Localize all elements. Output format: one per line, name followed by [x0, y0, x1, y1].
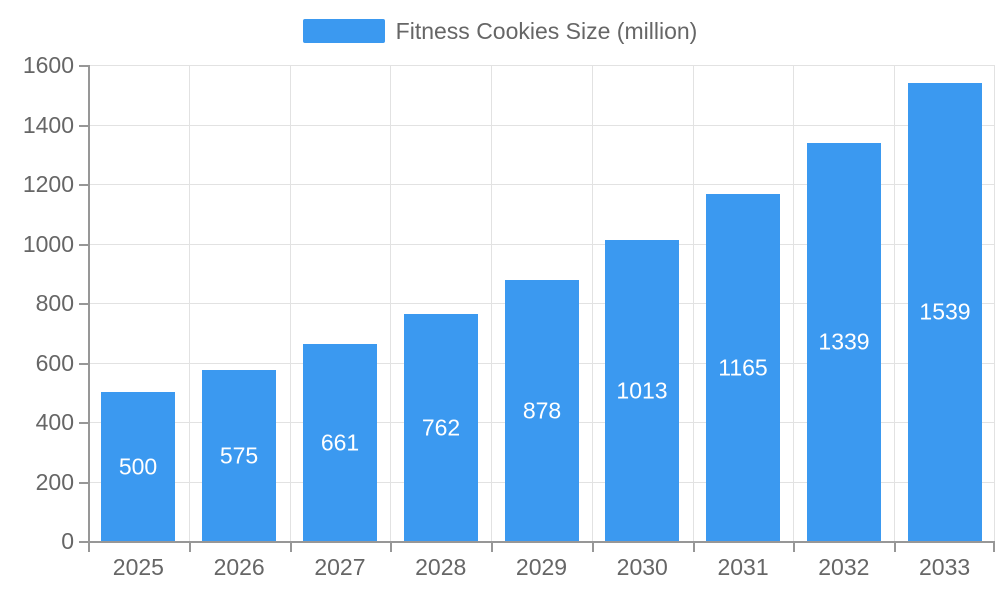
y-axis-tick — [79, 244, 88, 246]
bar[interactable]: 661 — [303, 344, 377, 541]
x-axis-line — [88, 541, 995, 543]
x-axis-tick — [894, 543, 896, 552]
x-axis-tick-label: 2025 — [112, 554, 164, 580]
bar-value-label: 661 — [320, 429, 360, 455]
bar-value-label: 1165 — [718, 354, 768, 380]
bar[interactable]: 1539 — [908, 83, 982, 541]
grid-line-vertical — [693, 65, 694, 541]
grid-line-vertical — [592, 65, 593, 541]
x-axis-tick-label: 2031 — [717, 554, 769, 580]
bar[interactable]: 878 — [505, 280, 579, 541]
x-axis-tick — [993, 543, 995, 552]
y-axis-tick — [79, 184, 88, 186]
bar[interactable]: 1013 — [605, 240, 679, 541]
grid-line-horizontal — [88, 125, 995, 126]
grid-line-vertical — [189, 65, 190, 541]
y-axis-tick-label: 1000 — [22, 231, 74, 257]
y-axis-line — [88, 65, 90, 543]
grid-line-vertical — [793, 65, 794, 541]
x-axis-tick-label: 2029 — [515, 554, 568, 580]
legend-swatch-icon — [302, 19, 385, 43]
bar-value-label: 878 — [522, 397, 562, 423]
grid-line-vertical — [994, 65, 995, 541]
x-axis-tick-label: 2026 — [213, 554, 265, 580]
grid-line-horizontal — [88, 184, 995, 185]
bar[interactable]: 575 — [202, 370, 276, 541]
x-axis-tick — [491, 543, 493, 552]
grid-line-vertical — [290, 65, 291, 541]
bar[interactable]: 1165 — [706, 194, 780, 541]
x-axis-tick — [290, 543, 292, 552]
legend[interactable]: Fitness Cookies Size (million) — [0, 17, 1000, 45]
legend-label: Fitness Cookies Size (million) — [395, 18, 698, 44]
bar-value-label: 762 — [421, 414, 461, 440]
y-axis-tick-label: 1400 — [22, 112, 74, 138]
y-axis-tick — [79, 303, 88, 305]
y-axis-tick-label: 800 — [35, 290, 74, 316]
y-axis-tick-label: 600 — [35, 350, 74, 376]
x-axis-tick — [693, 543, 695, 552]
bar[interactable]: 762 — [404, 314, 478, 541]
y-axis-tick — [79, 482, 88, 484]
grid-line-vertical — [390, 65, 391, 541]
bar-value-label: 1339 — [818, 328, 870, 355]
bar-value-label: 1013 — [616, 377, 668, 403]
bar-value-label: 1539 — [919, 298, 971, 325]
grid-line-vertical — [491, 65, 492, 541]
x-axis-tick — [793, 543, 795, 552]
x-axis-tick-label: 2030 — [616, 554, 668, 580]
y-axis-tick — [79, 541, 88, 543]
bar[interactable]: 1339 — [807, 143, 881, 541]
y-axis-tick-label: 0 — [61, 528, 74, 554]
x-axis-tick — [390, 543, 392, 552]
bar-value-label: 575 — [219, 442, 259, 468]
x-axis-tick — [592, 543, 594, 552]
grid-line-horizontal — [88, 244, 995, 245]
y-axis-tick — [79, 65, 88, 67]
bar-value-label: 500 — [118, 453, 158, 479]
x-axis-tick — [88, 543, 90, 552]
y-axis-tick-label: 1200 — [22, 171, 74, 197]
x-axis-tick-label: 2027 — [314, 554, 366, 580]
x-axis-tick-label: 2032 — [818, 554, 870, 580]
grid-line-vertical — [894, 65, 895, 541]
y-axis-tick — [79, 363, 88, 365]
y-axis-tick — [79, 125, 88, 127]
y-axis-tick-label: 400 — [35, 409, 74, 435]
y-axis-tick-label: 200 — [35, 469, 74, 495]
x-axis-tick-label: 2033 — [919, 554, 971, 580]
plot-area: 500 575 661 762 878 1013 1165 1339 1539 — [79, 65, 995, 552]
grid-line-horizontal — [88, 65, 995, 66]
bar[interactable]: 500 — [101, 392, 175, 541]
x-axis-tick-label: 2028 — [415, 554, 467, 580]
y-axis-tick-label: 1600 — [22, 52, 74, 78]
x-axis-tick — [189, 543, 191, 552]
y-axis-tick — [79, 422, 88, 424]
